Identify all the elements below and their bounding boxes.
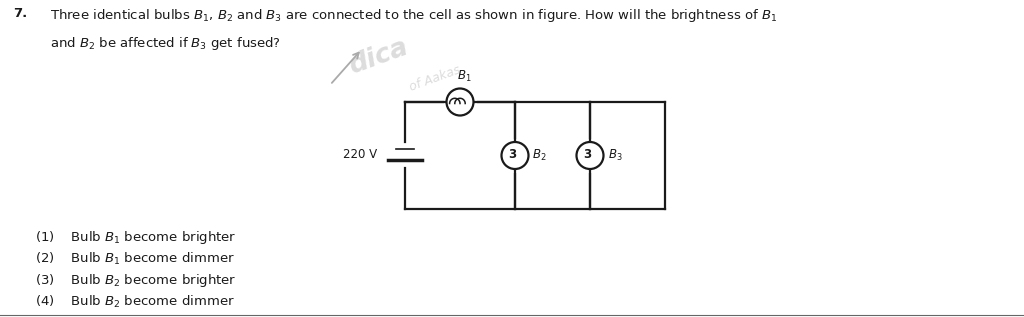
Text: (4)    Bulb $B_2$ become dimmer: (4) Bulb $B_2$ become dimmer <box>35 294 234 310</box>
Text: $B_3$: $B_3$ <box>607 148 623 163</box>
Text: 7.: 7. <box>13 7 28 20</box>
Text: (2)    Bulb $B_1$ become dimmer: (2) Bulb $B_1$ become dimmer <box>35 250 234 267</box>
Text: dica: dica <box>345 34 412 80</box>
Text: of Aakas: of Aakas <box>408 64 463 94</box>
Text: (1)    Bulb $B_1$ become brighter: (1) Bulb $B_1$ become brighter <box>35 229 237 246</box>
Text: 3: 3 <box>584 148 592 161</box>
Text: (3)    Bulb $B_2$ become brighter: (3) Bulb $B_2$ become brighter <box>35 272 237 289</box>
Text: 220 V: 220 V <box>343 148 377 161</box>
Text: 3: 3 <box>509 148 516 161</box>
Text: and $B_2$ be affected if $B_3$ get fused?: and $B_2$ be affected if $B_3$ get fused… <box>50 35 281 52</box>
Circle shape <box>502 142 528 169</box>
Text: $B_2$: $B_2$ <box>532 148 547 163</box>
Text: $B_1$: $B_1$ <box>457 69 471 85</box>
Text: Three identical bulbs $B_1$, $B_2$ and $B_3$ are connected to the cell as shown : Three identical bulbs $B_1$, $B_2$ and $… <box>50 7 777 24</box>
Circle shape <box>577 142 603 169</box>
Circle shape <box>446 88 473 115</box>
